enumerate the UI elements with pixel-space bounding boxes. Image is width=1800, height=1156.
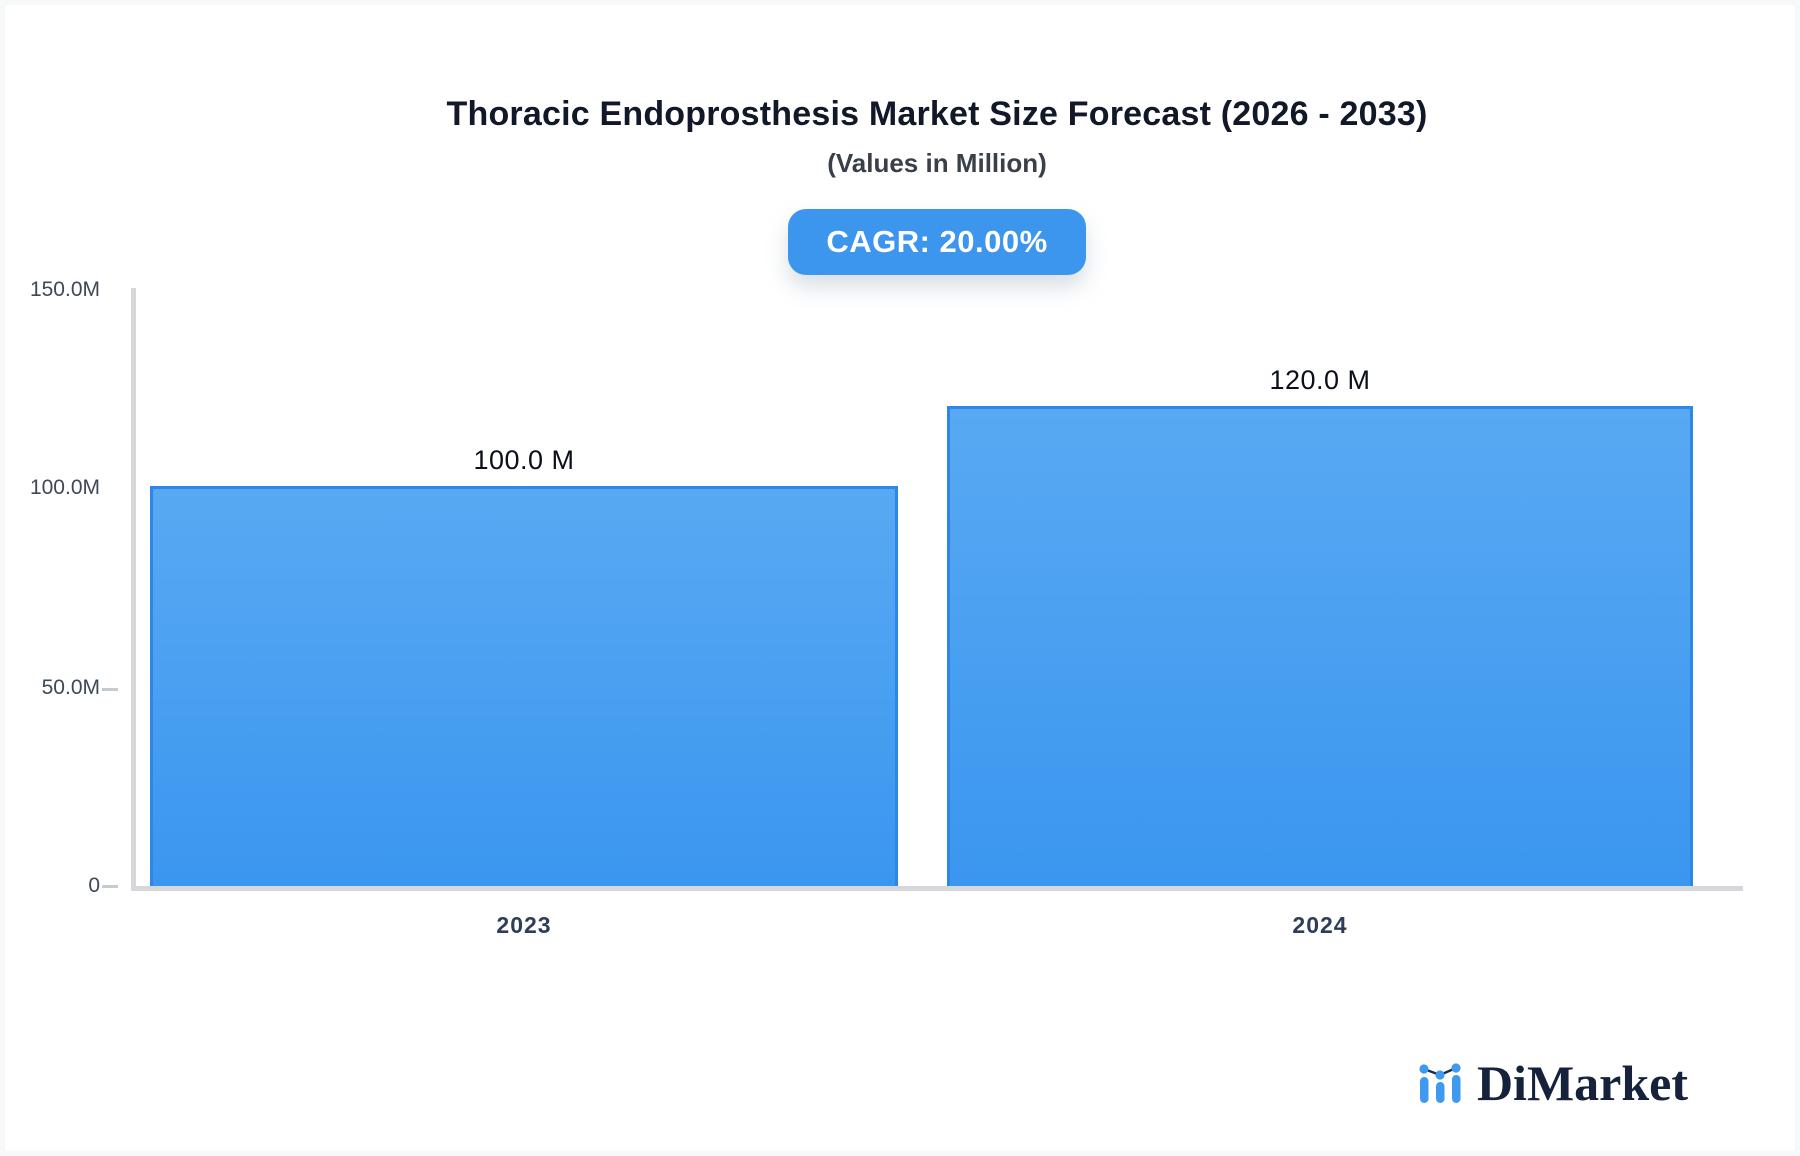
- y-tick-label-50: 50.0M: [41, 676, 100, 699]
- bar-value-label-2024: 120.0 M: [1269, 365, 1371, 395]
- bar-2024[interactable]: 120.0 M: [947, 365, 1693, 886]
- dimarket-logo[interactable]: DiMarket: [1417, 1058, 1688, 1108]
- y-axis-line: [131, 288, 136, 888]
- bar-value-label-2023: 100.0 M: [473, 445, 575, 475]
- dimarket-logo-text: DiMarket: [1476, 1055, 1688, 1111]
- x-tick-label-2024: 2024: [1292, 912, 1348, 938]
- cagr-badge: CAGR: 20.00%: [788, 209, 1086, 275]
- bar-line-chart-icon: [1417, 1062, 1465, 1104]
- chart-title: Thoracic Endoprosthesis Market Size Fore…: [446, 95, 1428, 133]
- x-tick-label-2023: 2023: [496, 912, 552, 938]
- y-tick-label-150: 150.0M: [29, 278, 100, 301]
- chart-header: Thoracic Endoprosthesis Market Size Fore…: [131, 0, 1743, 275]
- bar-2023[interactable]: 100.0 M: [150, 445, 898, 886]
- x-axis-line: [131, 886, 1743, 891]
- y-tick-label-0: 0: [88, 874, 100, 897]
- chart-subtitle: (Values in Million): [827, 148, 1047, 178]
- y-tick-mark-50: [102, 688, 118, 691]
- y-tick-label-100: 100.0M: [29, 476, 100, 499]
- y-tick-mark-0: [102, 885, 118, 888]
